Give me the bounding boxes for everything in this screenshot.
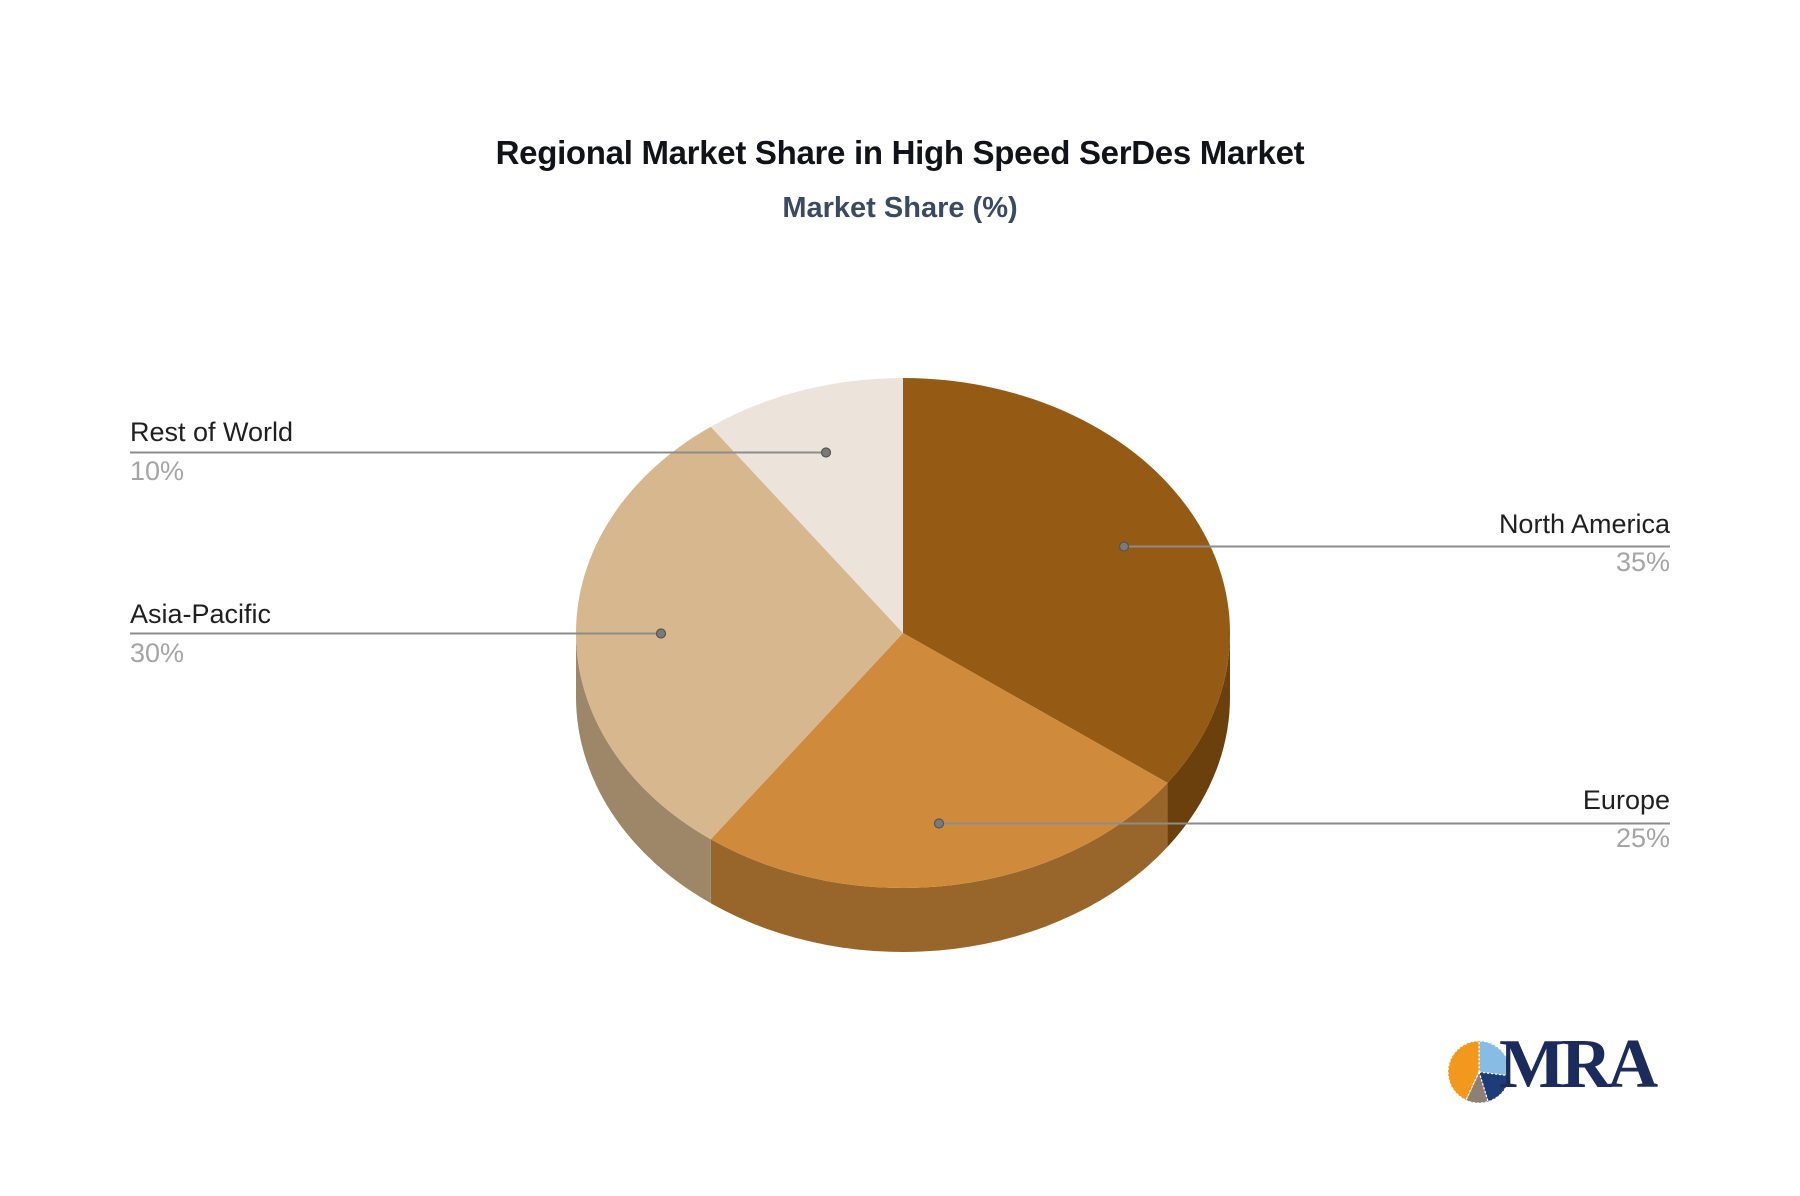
chart-subtitle: Market Share (%) [782,192,1018,224]
chart-title: Regional Market Share in High Speed SerD… [495,134,1305,171]
logo-slice-navy [1478,1071,1511,1103]
slice-pct-north-america: 35% [1615,547,1670,577]
slice-label-north-america: North America [1498,509,1670,539]
pie-slice-asia-pacific [575,426,903,840]
slice-label-rest-of-world: Rest of World [130,417,294,447]
logo-slice-orange [1447,1040,1480,1101]
slice-pct-europe: 25% [1615,823,1670,853]
leader-dot-north-america [1118,541,1130,552]
slice-label-asia-pacific: Asia-Pacific [130,599,272,629]
slice-pct-asia-pacific: 30% [130,638,185,668]
logo-slice-light-blue [1478,1040,1511,1077]
pie-slice-north-america [903,378,1231,783]
logo-slice-taupe [1465,1070,1489,1104]
slice-pct-rest-of-world: 10% [130,456,185,486]
mra-logo-pie-icon [1447,1040,1511,1104]
leader-dot-asia-pacific [655,628,667,639]
pie-side-asia-pacific [575,633,711,904]
mra-logo: MRA [1447,1030,1707,1130]
mra-logo-text: MRA [1499,1026,1658,1103]
pie-side-north-america [1167,633,1230,847]
slice-label-europe: Europe [1582,785,1670,815]
leader-dot-rest-of-world [820,447,832,458]
pie-side-europe [710,782,1168,953]
leader-dot-europe [933,818,945,829]
pie-slice-rest-of-world [710,378,903,633]
